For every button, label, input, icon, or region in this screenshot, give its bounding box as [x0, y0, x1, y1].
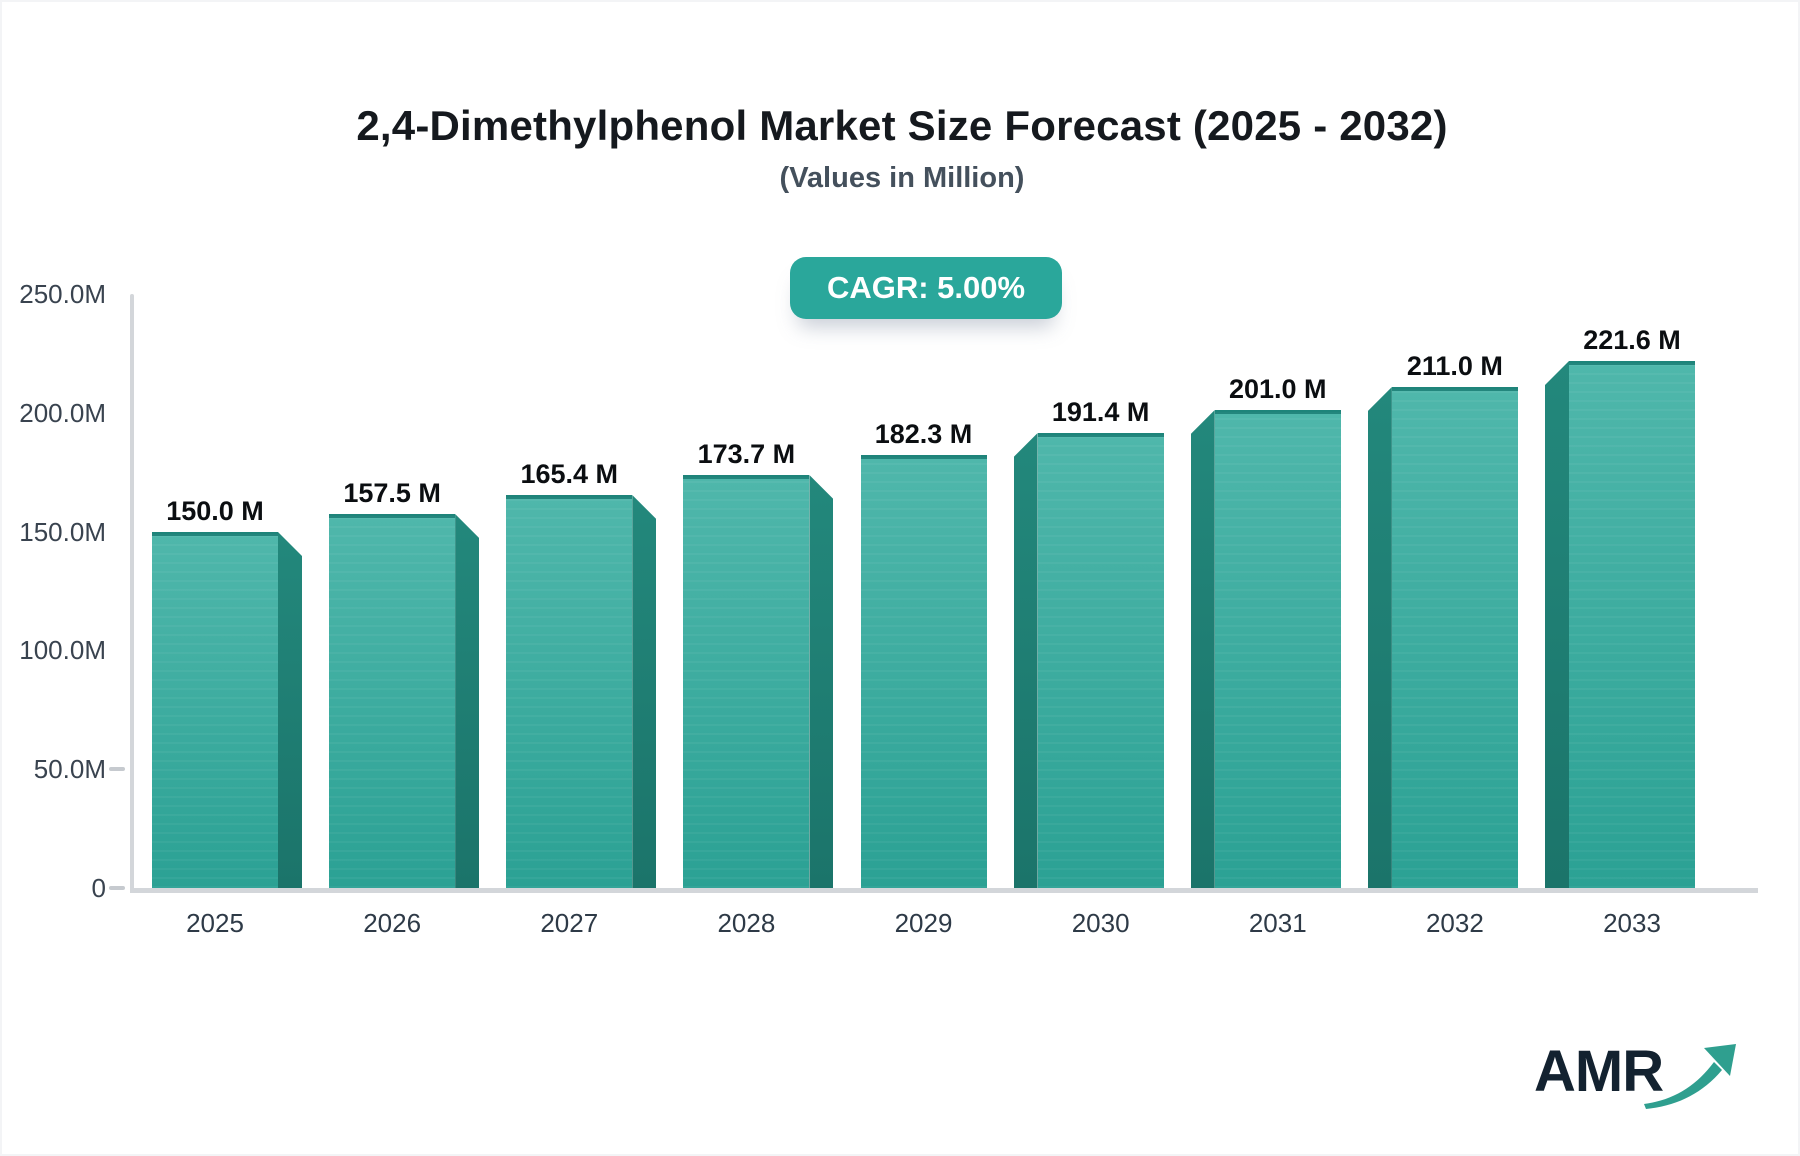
- x-axis-label-2033: 2033: [1603, 908, 1661, 938]
- x-axis-label-2031: 2031: [1248, 908, 1307, 938]
- bar-2032: [1391, 387, 1518, 888]
- bar-side-3d: [1545, 361, 1569, 888]
- y-axis-tick-label: 150.0M: [19, 516, 106, 547]
- bar-2029: [860, 455, 987, 888]
- bar-value-label: 191.4 M: [1051, 397, 1150, 427]
- bar-value-label: 173.7 M: [697, 439, 796, 469]
- bar-side-3d: [278, 532, 302, 888]
- y-axis-tick-label: 250.0M: [19, 279, 106, 309]
- bar-2025: [152, 532, 278, 888]
- bar-value-label: 182.3 M: [874, 419, 973, 449]
- bar-2027: [506, 495, 633, 888]
- chart-title: 2,4-Dimethylphenol Market Size Forecast …: [356, 102, 1448, 149]
- x-axis-label-2026: 2026: [363, 908, 422, 938]
- bar-2031: [1214, 410, 1341, 888]
- x-axis-label-2028: 2028: [717, 908, 776, 938]
- x-axis-baseline: [130, 888, 1758, 893]
- bar-value-label: 165.4 M: [520, 459, 619, 489]
- cagr-badge: CAGR: 5.00%: [790, 257, 1062, 319]
- bar-side-3d: [455, 514, 480, 888]
- bar-value-label: 201.0 M: [1228, 374, 1327, 404]
- amr-logo: AMR: [1522, 1032, 1736, 1122]
- bar-2026: [329, 514, 456, 888]
- bar-side-3d: [1013, 433, 1038, 888]
- bar-2028: [683, 475, 810, 888]
- bar-2030: [1037, 433, 1164, 888]
- bar-value-label: 157.5 M: [343, 478, 441, 508]
- x-axis-label-2029: 2029: [894, 908, 953, 938]
- y-axis-line: [130, 294, 134, 890]
- y-axis-tick-label: 50.0M: [33, 754, 106, 785]
- bar-side-3d: [632, 495, 657, 888]
- chart-subtitle: (Values in Million): [779, 162, 1025, 194]
- y-axis-tick-mark: [109, 886, 125, 890]
- bar-side-3d: [809, 475, 834, 888]
- y-axis-tick-mark: [109, 767, 125, 772]
- x-axis-label-2030: 2030: [1071, 908, 1130, 938]
- x-axis-label-2032: 2032: [1425, 908, 1484, 938]
- bar-side-3d: [1190, 410, 1215, 888]
- amr-logo-text: AMR: [1534, 1039, 1664, 1104]
- bar-value-label: 211.0 M: [1406, 351, 1503, 381]
- bar-2033: [1569, 361, 1695, 888]
- y-axis-tick-label: 0: [91, 873, 106, 903]
- y-axis-tick-label: 100.0M: [19, 635, 106, 666]
- growth-arrow-icon: [1644, 1044, 1736, 1109]
- bar-value-label: 150.0 M: [166, 496, 264, 526]
- bar-value-label: 221.6 M: [1583, 325, 1681, 355]
- x-axis-label-2027: 2027: [540, 908, 599, 938]
- bar-side-3d: [1367, 387, 1392, 888]
- y-axis-tick-label: 200.0M: [19, 397, 106, 428]
- x-axis-label-2025: 2025: [186, 908, 244, 938]
